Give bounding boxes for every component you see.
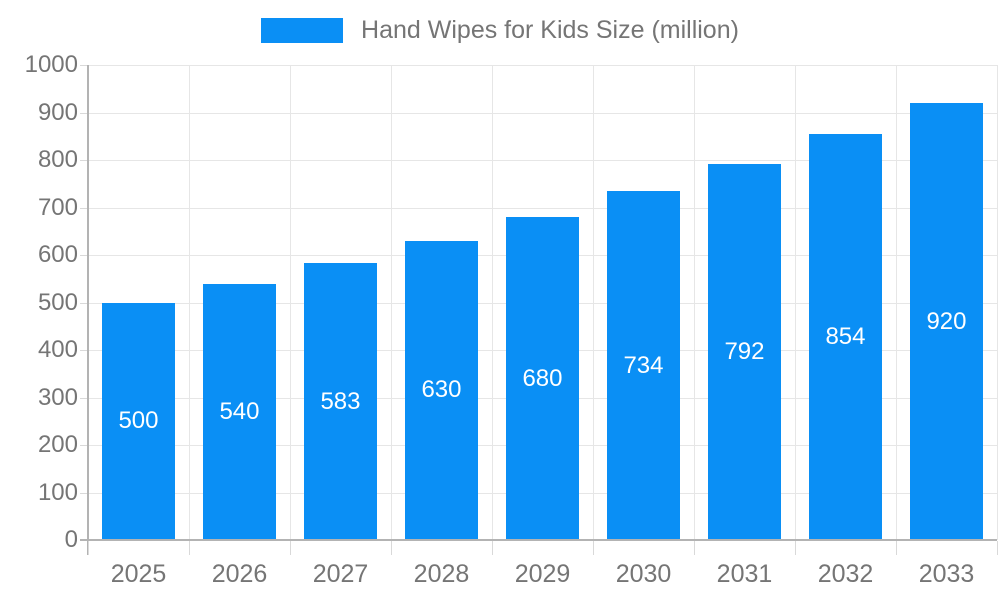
gridline-vertical xyxy=(492,65,493,540)
bar-value-label: 500 xyxy=(118,407,159,435)
y-axis-labels: 0 100 200 300 400 500 600 700 800 900 1000 xyxy=(0,51,78,553)
x-axis-tick xyxy=(997,541,998,555)
x-axis-label: 2031 xyxy=(716,560,773,588)
legend-item[interactable]: Hand Wipes for Kids Size (million) xyxy=(261,16,739,45)
y-axis-tick xyxy=(80,255,88,256)
y-axis-label: 300 xyxy=(37,383,78,411)
y-axis-label: 100 xyxy=(37,478,78,506)
x-axis-labels: 2025 2026 2027 2028 2029 2030 2031 2032 2033 xyxy=(88,541,998,600)
x-axis-label: 2030 xyxy=(615,560,672,588)
y-axis-tick xyxy=(80,445,88,446)
x-axis-label: 2026 xyxy=(211,560,268,588)
x-axis-label: 2029 xyxy=(514,560,571,588)
y-axis-label: 1000 xyxy=(24,51,78,78)
bar[interactable]: 734 xyxy=(607,191,680,540)
y-axis-label: 500 xyxy=(37,288,78,316)
y-axis-label: 200 xyxy=(37,431,78,458)
x-axis-tick xyxy=(290,541,291,555)
bar[interactable]: 920 xyxy=(910,103,983,540)
y-axis-line xyxy=(87,65,89,555)
bar[interactable]: 630 xyxy=(405,240,478,540)
y-axis-tick xyxy=(80,160,88,161)
x-axis-tick xyxy=(189,541,190,555)
bar[interactable]: 583 xyxy=(304,263,377,540)
bar-value-label: 734 xyxy=(623,351,664,379)
bar-value-label: 854 xyxy=(825,323,866,351)
x-axis-label: 2025 xyxy=(110,560,167,588)
gridline-horizontal xyxy=(88,65,997,66)
x-axis-tick xyxy=(593,541,594,555)
bar[interactable]: 540 xyxy=(203,283,276,540)
x-axis-tick xyxy=(492,541,493,555)
gridline-vertical xyxy=(290,65,291,540)
gridline-vertical xyxy=(795,65,796,540)
y-axis-label: 900 xyxy=(37,98,78,126)
y-axis-label: 800 xyxy=(37,146,78,173)
x-axis-label: 2033 xyxy=(918,560,975,588)
x-axis-tick xyxy=(795,541,796,555)
y-axis-tick xyxy=(80,397,88,399)
x-axis-line xyxy=(80,539,997,541)
bar-value-label: 920 xyxy=(926,307,967,335)
plot-area: 500 540 583 630 680 734 792 854 920 xyxy=(80,65,998,541)
gridline-vertical xyxy=(896,65,897,540)
bar[interactable]: 680 xyxy=(506,217,579,540)
x-axis-tick xyxy=(88,541,89,555)
y-axis-tick xyxy=(80,350,88,351)
legend-label: Hand Wipes for Kids Size (million) xyxy=(361,16,739,44)
y-axis-tick xyxy=(80,207,88,209)
y-axis-tick xyxy=(80,65,88,66)
bar-value-label: 583 xyxy=(320,387,361,415)
x-axis-label: 2028 xyxy=(413,560,470,588)
y-axis-tick xyxy=(80,492,88,494)
bar[interactable]: 500 xyxy=(102,302,175,540)
legend-swatch-icon xyxy=(261,18,344,43)
y-axis-label: 0 xyxy=(64,526,78,553)
gridline-horizontal xyxy=(88,160,997,161)
x-axis-tick xyxy=(896,541,897,555)
gridline-vertical xyxy=(693,65,695,540)
gridline-vertical xyxy=(997,65,998,540)
bar-value-label: 792 xyxy=(724,337,765,365)
x-axis-tick xyxy=(390,541,392,555)
gridline-vertical xyxy=(390,65,392,540)
gridline-horizontal xyxy=(88,207,997,209)
bar-value-label: 630 xyxy=(421,376,462,404)
x-axis-label: 2027 xyxy=(312,560,369,588)
legend: Hand Wipes for Kids Size (million) xyxy=(0,16,1000,45)
y-axis-label: 600 xyxy=(37,241,78,268)
y-axis-label: 700 xyxy=(37,193,78,221)
bar[interactable]: 854 xyxy=(809,134,882,540)
gridline-vertical xyxy=(189,65,190,540)
gridline-horizontal xyxy=(88,112,997,114)
bar-value-label: 680 xyxy=(522,364,563,392)
y-axis-tick xyxy=(80,112,88,114)
y-axis-tick xyxy=(80,302,88,304)
gridline-vertical xyxy=(593,65,594,540)
bar[interactable]: 792 xyxy=(708,163,781,540)
y-axis-label: 400 xyxy=(37,336,78,363)
x-axis-tick xyxy=(693,541,695,555)
x-axis-label: 2032 xyxy=(817,560,874,588)
bar-value-label: 540 xyxy=(219,397,260,425)
